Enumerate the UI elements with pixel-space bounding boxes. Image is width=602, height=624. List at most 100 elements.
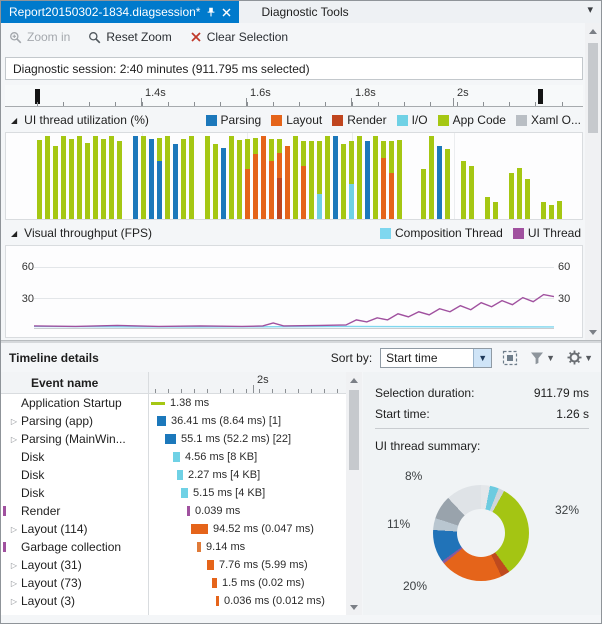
event-row[interactable]: Garbage collection [1, 538, 148, 556]
event-row[interactable]: ▷ Parsing (app) [1, 412, 148, 430]
utilization-bar [133, 136, 138, 219]
utilization-bar [557, 136, 562, 219]
pin-icon[interactable] [206, 7, 216, 17]
event-timeline-row[interactable]: 0.036 ms (0.012 ms) [149, 592, 346, 610]
bar-segment [133, 136, 138, 219]
event-timeline-row[interactable]: 55.1 ms (52.2 ms) [22] [149, 430, 346, 448]
event-duration-bar[interactable] [151, 402, 165, 405]
bar-segment [205, 136, 210, 219]
event-row[interactable]: Application Startup [1, 394, 148, 412]
selection-handle-right[interactable] [538, 89, 543, 104]
settings-button[interactable]: ▼ [565, 348, 595, 367]
event-name: Disk [21, 486, 45, 500]
event-duration-bar[interactable] [177, 470, 183, 480]
ruler-minor-tick [89, 102, 90, 106]
sort-by-select[interactable]: Start time ▼ [380, 347, 493, 368]
event-timeline-row[interactable]: 2.27 ms [4 KB] [149, 466, 346, 484]
scroll-up-icon[interactable] [346, 372, 362, 388]
ui-thread-legend: Parsing Layout Render I/O App Code Xaml O... [205, 113, 583, 127]
event-duration-bar[interactable] [181, 488, 188, 498]
timeline-column-header[interactable]: 2s [148, 372, 346, 394]
details-scrollbar[interactable] [346, 372, 362, 615]
zoom-in-button[interactable]: Zoom in [9, 30, 70, 44]
event-duration-bar[interactable] [197, 542, 201, 552]
event-name-column-header[interactable]: Event name [1, 372, 148, 394]
ui-thread-utilization-chart[interactable] [5, 132, 583, 220]
legend-label: Render [347, 113, 387, 127]
event-row[interactable]: ▷ Layout (31) [1, 556, 148, 574]
event-timeline-row[interactable]: 9.14 ms [149, 538, 346, 556]
bar-segment [77, 136, 82, 219]
expander-icon[interactable]: ▷ [10, 524, 18, 534]
bar-segment [317, 141, 322, 195]
filter-button[interactable]: ▼ [528, 349, 557, 367]
expander-icon[interactable]: ▷ [10, 560, 18, 570]
utilization-bar [437, 136, 442, 219]
utilization-bar [109, 136, 114, 219]
pane-splitter[interactable] [1, 340, 601, 343]
scroll-down-icon[interactable] [585, 324, 601, 340]
tab-diagnostic-tools[interactable]: Diagnostic Tools [253, 1, 356, 23]
ruler-major-tick [246, 98, 247, 106]
event-row[interactable]: Disk [1, 448, 148, 466]
ruler-minor-tick [168, 389, 169, 393]
expander-icon[interactable]: ▷ [10, 434, 18, 444]
zoom-to-selection-button[interactable] [500, 348, 520, 368]
time-ruler[interactable]: 1.4s 1.6s 1.8s 2s [5, 85, 583, 107]
ui-thread-summary-donut[interactable] [433, 485, 529, 581]
scrollbar-thumb[interactable] [588, 43, 598, 133]
ruler-minor-tick [509, 102, 510, 106]
event-timeline-row[interactable]: 36.41 ms (8.64 ms) [1] [149, 412, 346, 430]
bar-segment [557, 200, 562, 219]
selection-handle-left[interactable] [35, 89, 40, 104]
combo-chevron-icon[interactable]: ▼ [473, 348, 492, 367]
event-timeline-row[interactable]: 1.38 ms [149, 394, 346, 412]
event-duration-bar[interactable] [212, 578, 217, 588]
event-row[interactable]: ▷ Layout (114) [1, 520, 148, 538]
event-row[interactable]: Disk [1, 466, 148, 484]
donut-label: 32% [555, 503, 580, 517]
scroll-up-icon[interactable] [585, 23, 601, 39]
filter-chevron-icon: ▼ [546, 352, 556, 363]
start-time-value: 1.26 s [556, 407, 589, 421]
donut-label: 8% [405, 469, 423, 483]
event-row[interactable]: ▷ Layout (73) [1, 574, 148, 592]
charts-scrollbar[interactable] [585, 23, 601, 340]
event-row[interactable]: Disk [1, 484, 148, 502]
bar-segment [493, 202, 498, 219]
clear-selection-button[interactable]: Clear Selection [190, 30, 288, 44]
utilization-bar [389, 136, 394, 219]
visual-throughput-chart[interactable]: 60 30 60 30 [5, 245, 583, 338]
reset-zoom-button[interactable]: Reset Zoom [88, 30, 172, 44]
event-row[interactable]: ▷ Parsing (MainWin... [1, 430, 148, 448]
event-row[interactable]: Render [1, 502, 148, 520]
event-row[interactable]: ▷ Layout (3) [1, 592, 148, 610]
expander-icon[interactable]: ▷ [10, 596, 18, 606]
event-timeline-row[interactable]: 94.52 ms (0.047 ms) [149, 520, 346, 538]
expander-icon[interactable]: ▷ [10, 578, 18, 588]
sort-by-label: Sort by: [330, 350, 373, 365]
event-duration-bar[interactable] [165, 434, 176, 444]
tab-report[interactable]: Report20150302-1834.diagsession* [1, 1, 240, 23]
event-timeline-row[interactable]: 7.76 ms (5.99 ms) [149, 556, 346, 574]
bar-segment [117, 140, 122, 219]
scroll-down-icon[interactable] [346, 599, 362, 615]
event-timeline-row[interactable]: 5.15 ms [4 KB] [149, 484, 346, 502]
event-duration-bar[interactable] [173, 452, 180, 462]
collapse-icon[interactable]: ◢ [11, 228, 18, 238]
event-timeline-row[interactable]: 1.5 ms (0.02 ms) [149, 574, 346, 592]
event-duration-bar[interactable] [191, 524, 208, 534]
event-duration-bar[interactable] [157, 416, 166, 426]
collapse-icon[interactable]: ◢ [11, 115, 18, 125]
window-menu-chevron-icon[interactable]: ▾ [587, 4, 593, 16]
event-duration-bar[interactable] [187, 506, 190, 516]
event-duration-bar[interactable] [216, 596, 219, 606]
settings-chevron-icon: ▼ [584, 352, 593, 363]
expander-icon[interactable]: ▷ [10, 416, 18, 426]
scrollbar-thumb[interactable] [349, 390, 359, 470]
bar-segment [525, 179, 530, 219]
event-timeline-row[interactable]: 0.039 ms [149, 502, 346, 520]
event-timeline-row[interactable]: 4.56 ms [8 KB] [149, 448, 346, 466]
event-duration-bar[interactable] [207, 560, 214, 570]
close-icon[interactable] [222, 8, 231, 17]
